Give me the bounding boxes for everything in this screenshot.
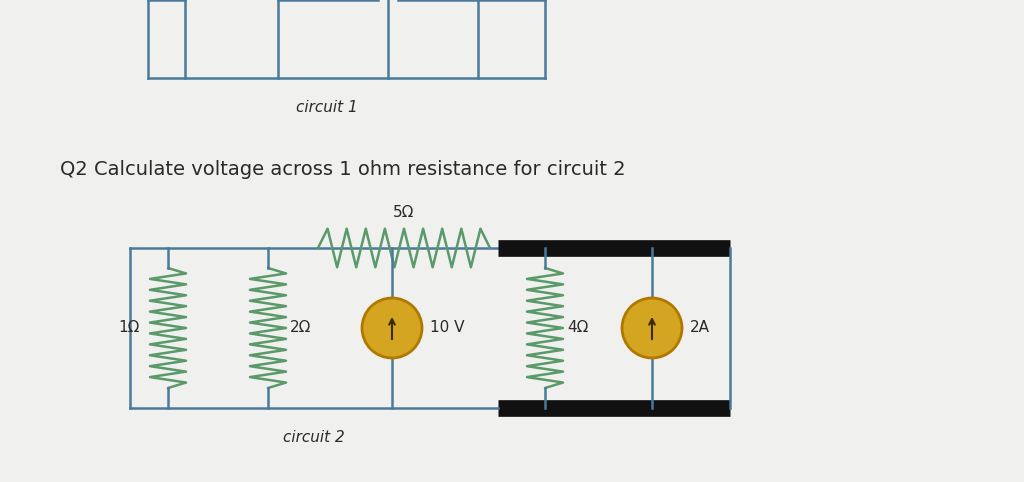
Text: 1Ω: 1Ω [119, 321, 140, 335]
Text: circuit 1: circuit 1 [296, 100, 357, 115]
Text: 4Ω: 4Ω [567, 321, 589, 335]
Text: 2Ω: 2Ω [290, 321, 311, 335]
Text: 2A: 2A [690, 321, 710, 335]
Circle shape [622, 298, 682, 358]
Circle shape [362, 298, 422, 358]
Text: 5Ω: 5Ω [393, 205, 415, 220]
Text: Q2 Calculate voltage across 1 ohm resistance for circuit 2: Q2 Calculate voltage across 1 ohm resist… [60, 160, 626, 179]
Text: 10 V: 10 V [430, 321, 465, 335]
Text: circuit 2: circuit 2 [283, 430, 345, 445]
